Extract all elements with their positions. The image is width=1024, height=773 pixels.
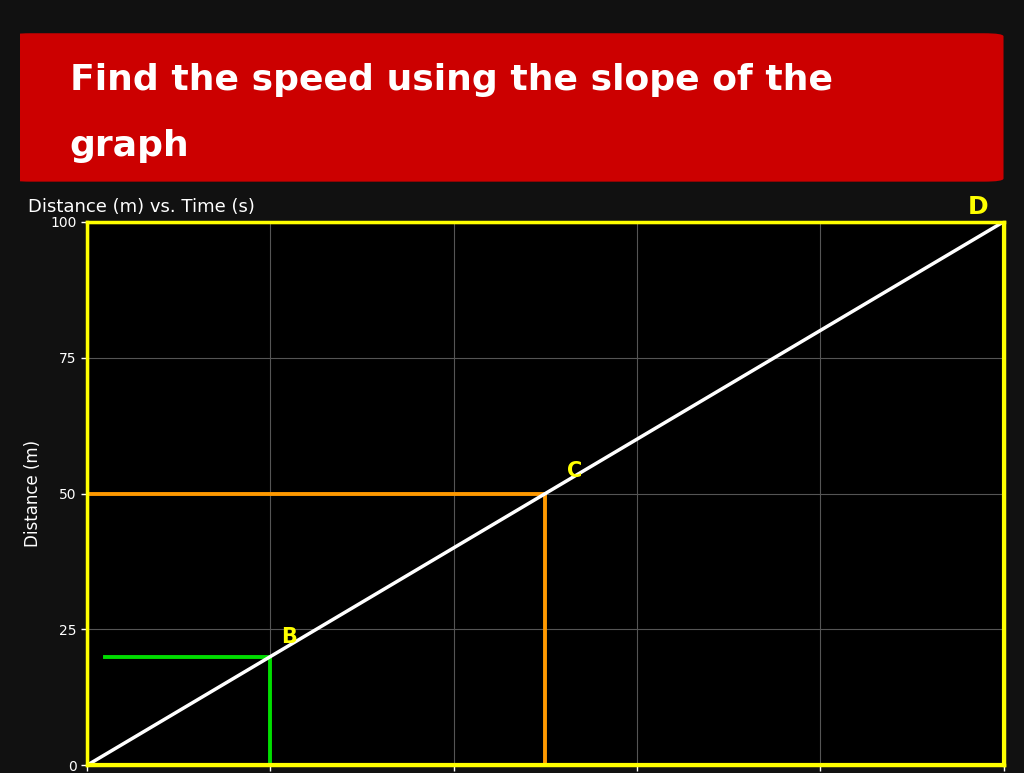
Text: Find the speed using the slope of the: Find the speed using the slope of the — [70, 63, 833, 97]
Text: Distance (m) vs. Time (s): Distance (m) vs. Time (s) — [29, 198, 255, 216]
Text: B: B — [282, 627, 297, 647]
Y-axis label: Distance (m): Distance (m) — [24, 440, 42, 547]
Text: C: C — [567, 461, 583, 482]
FancyBboxPatch shape — [10, 33, 1004, 182]
Text: graph: graph — [70, 129, 189, 163]
Text: D: D — [968, 195, 989, 219]
